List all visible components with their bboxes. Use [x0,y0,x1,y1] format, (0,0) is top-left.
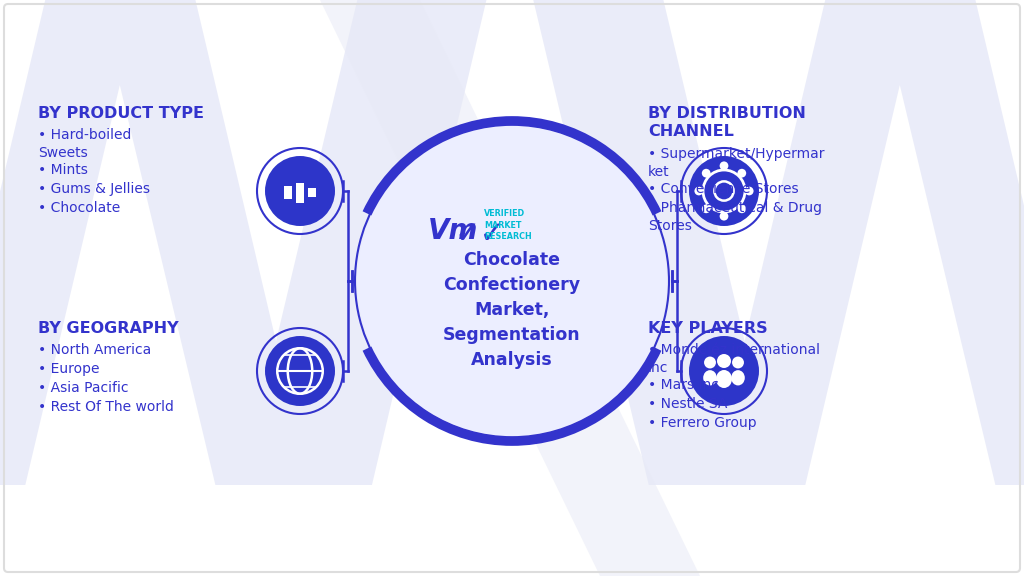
Text: • Supermarket/Hypermar
ket: • Supermarket/Hypermar ket [648,147,824,179]
Text: • Rest Of The world: • Rest Of The world [38,400,174,414]
Ellipse shape [731,370,744,385]
Text: KEY PLAYERS: KEY PLAYERS [648,321,768,336]
Bar [284,186,292,199]
Ellipse shape [720,212,728,221]
Ellipse shape [720,161,728,170]
Text: • Europe: • Europe [38,362,99,376]
Text: Chocolate
Confectionery
Market,
Segmentation
Analysis: Chocolate Confectionery Market, Segmenta… [443,251,581,369]
Ellipse shape [694,187,703,195]
Text: W: W [0,0,518,576]
Text: BY DISTRIBUTION
CHANNEL: BY DISTRIBUTION CHANNEL [648,106,806,139]
Ellipse shape [357,126,667,436]
Text: • Mars Inc: • Mars Inc [648,378,719,392]
Text: • Asia Pacific: • Asia Pacific [38,381,128,395]
Bar [296,183,304,203]
Ellipse shape [717,354,731,368]
Ellipse shape [701,169,711,177]
Text: • North America: • North America [38,343,152,357]
Polygon shape [319,0,700,576]
Ellipse shape [744,187,754,195]
Text: Vm: Vm [428,217,478,245]
Text: W: W [502,0,1024,576]
Ellipse shape [265,156,335,226]
Text: • Pharmaceutical & Drug
Stores: • Pharmaceutical & Drug Stores [648,201,822,233]
Text: • Nestle SA: • Nestle SA [648,397,727,411]
Text: • Chocolate: • Chocolate [38,202,120,215]
Ellipse shape [716,370,732,388]
Ellipse shape [689,156,759,226]
Text: BY PRODUCT TYPE: BY PRODUCT TYPE [38,106,204,121]
Text: • Hard-boiled
Sweets: • Hard-boiled Sweets [38,128,131,160]
Ellipse shape [705,357,716,369]
Text: • Gums & Jellies: • Gums & Jellies [38,183,150,196]
Text: • Convenience Stores: • Convenience Stores [648,182,799,196]
Ellipse shape [737,204,746,213]
Ellipse shape [737,169,746,177]
Text: ✓✓: ✓✓ [455,219,506,248]
Ellipse shape [265,336,335,406]
Text: • Mints: • Mints [38,164,88,177]
Ellipse shape [689,336,759,406]
Ellipse shape [732,357,744,369]
Text: • Mondeléz international
Inc: • Mondeléz international Inc [648,343,820,375]
Ellipse shape [701,204,711,213]
Ellipse shape [703,370,717,385]
Bar [308,188,316,197]
Text: VERIFIED
MARKET
RESEARCH: VERIFIED MARKET RESEARCH [484,209,531,241]
Text: BY GEOGRAPHY: BY GEOGRAPHY [38,321,178,336]
Text: • Ferrero Group: • Ferrero Group [648,416,757,430]
